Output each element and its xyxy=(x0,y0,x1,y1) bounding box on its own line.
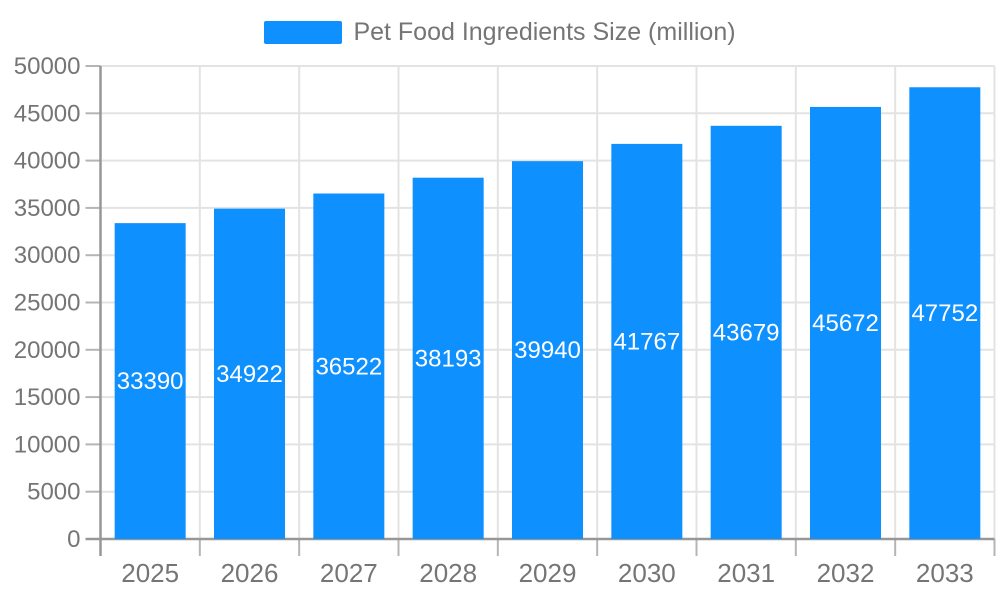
bar-2026[interactable] xyxy=(214,208,285,539)
y-axis-label: 45000 xyxy=(14,100,81,127)
bar-2032[interactable] xyxy=(810,106,881,540)
legend-label: Pet Food Ingredients Size (million) xyxy=(353,18,736,46)
bar-value-label: 45672 xyxy=(812,310,879,337)
x-axis-label: 2032 xyxy=(817,558,875,588)
legend-swatch xyxy=(264,20,343,44)
x-axis-label: 2030 xyxy=(618,558,676,588)
y-axis-label: 40000 xyxy=(14,148,81,175)
legend-item[interactable]: Pet Food Ingredients Size (million) xyxy=(0,18,1000,46)
x-axis-label: 2027 xyxy=(320,558,378,588)
y-axis-label: 30000 xyxy=(14,242,81,269)
bar-value-label: 36522 xyxy=(315,353,382,380)
bar-2033[interactable] xyxy=(909,87,981,539)
bar-2030[interactable] xyxy=(611,143,683,539)
bar-2029[interactable] xyxy=(512,161,583,539)
y-axis-label: 15000 xyxy=(14,384,81,411)
bar-value-label: 33390 xyxy=(117,368,184,395)
y-axis-label: 50000 xyxy=(14,53,81,80)
y-axis-label: 0 xyxy=(67,526,80,553)
bar-2028[interactable] xyxy=(412,177,484,539)
x-axis-label: 2033 xyxy=(916,558,974,588)
y-axis-label: 25000 xyxy=(14,290,81,317)
y-axis-label: 35000 xyxy=(14,195,81,222)
bar-value-label: 41767 xyxy=(613,328,680,355)
x-axis-label: 2029 xyxy=(519,558,577,588)
x-axis-label: 2031 xyxy=(717,558,775,588)
x-axis-label: 2025 xyxy=(121,558,179,588)
bar-value-label: 43679 xyxy=(713,319,780,346)
bar-value-label: 34922 xyxy=(216,361,283,388)
bar-2027[interactable] xyxy=(313,193,385,539)
bar-2025[interactable] xyxy=(114,223,186,539)
bar-value-label: 39940 xyxy=(514,337,581,364)
x-axis-label: 2026 xyxy=(221,558,279,588)
bar-value-label: 38193 xyxy=(415,345,482,372)
bar-2031[interactable] xyxy=(710,125,782,539)
bar-value-label: 47752 xyxy=(911,300,978,327)
y-axis-label: 5000 xyxy=(27,479,80,506)
x-axis-label: 2028 xyxy=(419,558,477,588)
y-axis-label: 20000 xyxy=(14,337,81,364)
y-axis-label: 10000 xyxy=(14,431,81,458)
